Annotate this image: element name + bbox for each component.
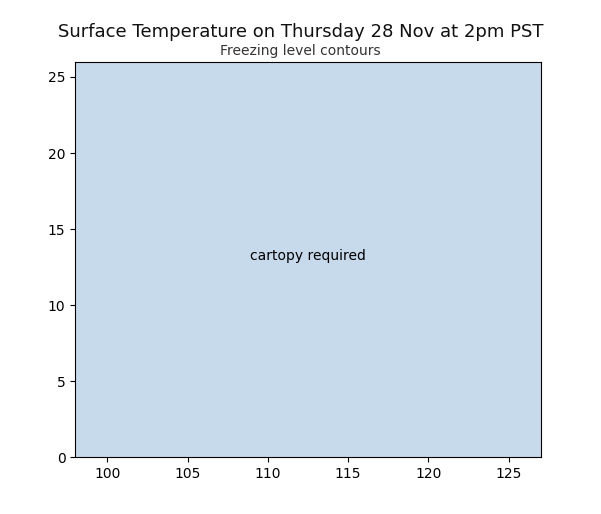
Text: Freezing level contours: Freezing level contours: [220, 44, 381, 58]
Text: Surface Temperature on Thursday 28 Nov at 2pm PST: Surface Temperature on Thursday 28 Nov a…: [58, 23, 543, 41]
Text: cartopy required: cartopy required: [250, 249, 366, 263]
